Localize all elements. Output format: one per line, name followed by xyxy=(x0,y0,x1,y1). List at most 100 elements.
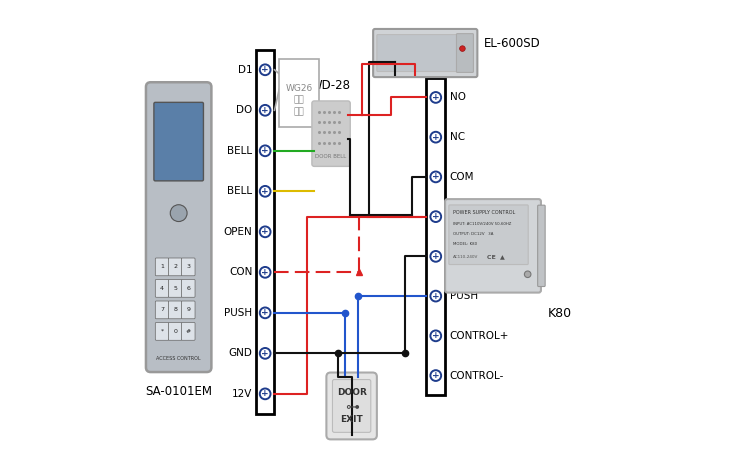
Text: COM: COM xyxy=(450,172,474,182)
Text: ⊶: ⊶ xyxy=(345,399,358,413)
Text: K80: K80 xyxy=(548,307,572,320)
Text: 4: 4 xyxy=(160,286,164,291)
Text: AC110-240V: AC110-240V xyxy=(453,254,478,259)
Text: 7: 7 xyxy=(160,307,164,313)
Circle shape xyxy=(430,251,441,262)
Text: 2: 2 xyxy=(173,264,177,270)
Text: MODEL: K80: MODEL: K80 xyxy=(453,242,477,246)
Text: WG26: WG26 xyxy=(286,84,313,93)
Text: EL-600SD: EL-600SD xyxy=(484,37,541,50)
FancyBboxPatch shape xyxy=(155,301,169,319)
Circle shape xyxy=(430,211,441,222)
Text: +: + xyxy=(261,106,269,115)
FancyBboxPatch shape xyxy=(146,82,211,372)
Text: 0: 0 xyxy=(173,329,177,334)
Circle shape xyxy=(430,370,441,381)
Text: +: + xyxy=(432,371,439,380)
Circle shape xyxy=(260,186,271,197)
Text: +: + xyxy=(261,308,269,317)
Text: GND: GND xyxy=(229,348,253,359)
Circle shape xyxy=(260,307,271,318)
Text: CONTROL+: CONTROL+ xyxy=(450,331,509,341)
Text: +: + xyxy=(261,268,269,277)
Text: +: + xyxy=(261,228,269,236)
Bar xyxy=(279,59,319,127)
Text: SA-0101EM: SA-0101EM xyxy=(146,385,212,398)
FancyBboxPatch shape xyxy=(374,29,477,77)
Text: DOOR: DOOR xyxy=(337,388,367,397)
Text: +: + xyxy=(261,349,269,358)
FancyBboxPatch shape xyxy=(154,102,203,181)
Text: CON: CON xyxy=(230,267,253,277)
FancyBboxPatch shape xyxy=(332,379,370,432)
Text: +: + xyxy=(432,212,439,221)
Text: +: + xyxy=(432,172,439,182)
Circle shape xyxy=(260,227,271,237)
Text: D1: D1 xyxy=(238,65,253,75)
Circle shape xyxy=(430,132,441,142)
Text: +: + xyxy=(261,146,269,155)
Text: +: + xyxy=(261,187,269,196)
Text: ACCESS CONTROL: ACCESS CONTROL xyxy=(156,357,201,361)
Text: WD-28: WD-28 xyxy=(311,79,351,92)
Text: OPEN: OPEN xyxy=(224,227,253,237)
Text: +: + xyxy=(432,93,439,102)
Text: +: + xyxy=(432,331,439,341)
Circle shape xyxy=(430,291,441,301)
Text: EXIT: EXIT xyxy=(340,415,363,424)
FancyBboxPatch shape xyxy=(155,258,169,276)
Text: POWER SUPPLY CONTROL: POWER SUPPLY CONTROL xyxy=(453,210,515,215)
Text: 12V: 12V xyxy=(232,389,253,399)
Text: 输入: 输入 xyxy=(294,95,304,104)
FancyBboxPatch shape xyxy=(155,280,169,297)
Circle shape xyxy=(460,46,465,52)
FancyBboxPatch shape xyxy=(445,199,541,293)
FancyBboxPatch shape xyxy=(182,301,195,319)
Text: +: + xyxy=(261,65,269,74)
Text: 8: 8 xyxy=(173,307,177,313)
Text: CE  ▲: CE ▲ xyxy=(488,254,505,259)
Text: BELL: BELL xyxy=(227,146,253,156)
Circle shape xyxy=(430,331,441,341)
Text: DO: DO xyxy=(236,105,253,115)
Bar xyxy=(256,50,274,414)
Text: +: + xyxy=(432,291,439,301)
Text: +: + xyxy=(261,389,269,398)
Text: CONTROL-: CONTROL- xyxy=(450,370,504,381)
Text: 5: 5 xyxy=(173,286,177,291)
Text: NC: NC xyxy=(450,132,465,142)
Bar xyxy=(427,78,445,395)
Text: 3: 3 xyxy=(186,264,190,270)
Text: PUSH: PUSH xyxy=(224,308,253,318)
Text: *: * xyxy=(160,329,164,334)
FancyBboxPatch shape xyxy=(169,323,182,340)
Text: 6: 6 xyxy=(186,286,190,291)
Text: OUTPUT: DC12V   3A: OUTPUT: DC12V 3A xyxy=(453,232,494,236)
Text: 输出: 输出 xyxy=(294,107,304,116)
Circle shape xyxy=(260,64,271,75)
Circle shape xyxy=(170,205,187,221)
Circle shape xyxy=(524,271,531,278)
FancyBboxPatch shape xyxy=(326,373,376,439)
Text: #: # xyxy=(186,329,191,334)
FancyBboxPatch shape xyxy=(169,258,182,276)
Circle shape xyxy=(260,388,271,399)
FancyBboxPatch shape xyxy=(182,258,195,276)
Text: 9: 9 xyxy=(186,307,190,313)
FancyBboxPatch shape xyxy=(169,301,182,319)
FancyBboxPatch shape xyxy=(182,280,195,297)
Text: NO: NO xyxy=(450,92,466,103)
Circle shape xyxy=(260,105,271,116)
Circle shape xyxy=(260,348,271,359)
FancyBboxPatch shape xyxy=(457,34,473,72)
FancyBboxPatch shape xyxy=(376,35,459,71)
Text: 1: 1 xyxy=(160,264,164,270)
FancyBboxPatch shape xyxy=(155,323,169,340)
Text: BELL: BELL xyxy=(227,186,253,196)
Circle shape xyxy=(260,267,271,278)
FancyBboxPatch shape xyxy=(312,101,350,166)
Text: INPUT: AC110V/240V 50-60HZ: INPUT: AC110V/240V 50-60HZ xyxy=(453,222,512,226)
FancyBboxPatch shape xyxy=(182,323,195,340)
Circle shape xyxy=(430,172,441,182)
Text: 12V: 12V xyxy=(450,211,470,222)
